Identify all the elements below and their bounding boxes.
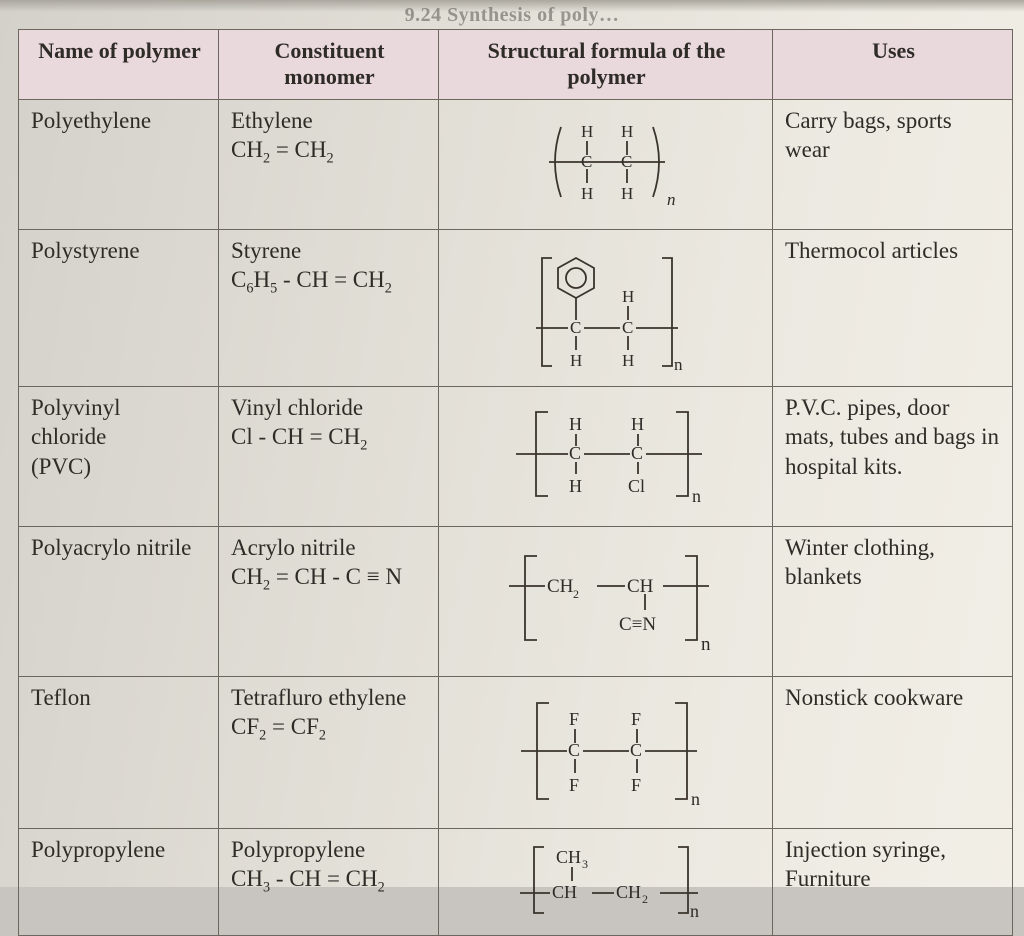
- svg-text:H: H: [581, 122, 593, 141]
- svg-text:C: C: [569, 443, 581, 463]
- col-monomer: Constituent monomer: [219, 30, 439, 100]
- svg-text:C: C: [631, 443, 643, 463]
- monomer-cell: Vinyl chloride Cl - CH = CH2: [219, 386, 439, 526]
- svg-text:H: H: [622, 351, 634, 370]
- svg-text:3: 3: [582, 857, 588, 871]
- struct-pan: CH2 CH C≡N n: [487, 534, 727, 664]
- polymer-name: Teflon: [19, 676, 219, 828]
- monomer-formula: C6H5 - CH = CH2: [231, 265, 428, 294]
- monomer-name: Vinyl chloride: [231, 393, 428, 422]
- monomer-name: Polypropylene: [231, 835, 428, 864]
- monomer-cell: Styrene C6H5 - CH = CH2: [219, 229, 439, 386]
- structure-cell: CH3 CH CH2 n: [439, 828, 773, 935]
- svg-text:H: H: [621, 184, 633, 203]
- svg-text:H: H: [569, 476, 582, 496]
- polymer-table: Name of polymer Constituent monomer Stru…: [18, 29, 1013, 936]
- svg-text:H: H: [581, 184, 593, 203]
- monomer-cell: Polypropylene CH3 - CH = CH2: [219, 828, 439, 935]
- svg-text:F: F: [569, 775, 579, 795]
- col-uses: Uses: [773, 30, 1013, 100]
- svg-text:Cl: Cl: [628, 476, 645, 496]
- svg-text:C: C: [621, 152, 632, 171]
- svg-text:H: H: [622, 287, 634, 306]
- table-row: Teflon Tetrafluro ethylene CF2 = CF2: [19, 676, 1013, 828]
- svg-text:CH: CH: [547, 576, 574, 597]
- svg-text:H: H: [569, 414, 582, 434]
- monomer-cell: Tetrafluro ethylene CF2 = CF2: [219, 676, 439, 828]
- uses-cell: Nonstick cookware: [773, 676, 1013, 828]
- structure-cell: C C H H H H n: [439, 99, 773, 229]
- svg-text:C: C: [568, 740, 580, 760]
- table-row: Polystyrene Styrene C6H5 - CH = CH2: [19, 229, 1013, 386]
- monomer-formula: CF2 = CF2: [231, 712, 428, 741]
- svg-text:CH: CH: [616, 882, 641, 902]
- svg-text:CH: CH: [627, 576, 654, 597]
- svg-text:n: n: [690, 901, 699, 921]
- struct-polyethylene: C C H H H H n: [517, 107, 697, 217]
- svg-text:C: C: [581, 152, 592, 171]
- svg-text:H: H: [570, 351, 582, 370]
- structure-cell: C C F F F F n: [439, 676, 773, 828]
- monomer-name: Ethylene: [231, 106, 428, 135]
- monomer-cell: Acrylo nitrile CH2 = CH - C ≡ N: [219, 526, 439, 676]
- struct-pvc: C C H H H Cl n: [492, 394, 722, 514]
- monomer-name: Styrene: [231, 236, 428, 265]
- struct-pp: CH3 CH CH2 n: [502, 835, 712, 925]
- struct-teflon: C C F F F F n: [497, 683, 717, 818]
- svg-text:CH: CH: [552, 882, 577, 902]
- svg-text:CH: CH: [556, 847, 581, 867]
- svg-text:2: 2: [573, 587, 579, 601]
- monomer-formula: CH3 - CH = CH2: [231, 864, 428, 893]
- table-row: Polypropylene Polypropylene CH3 - CH = C…: [19, 828, 1013, 935]
- monomer-formula: CH2 = CH2: [231, 135, 428, 164]
- polymer-name: Polyvinylchloride(PVC): [19, 386, 219, 526]
- svg-text:F: F: [631, 775, 641, 795]
- svg-text:n: n: [667, 190, 676, 209]
- monomer-formula: Cl - CH = CH2: [231, 422, 428, 451]
- structure-cell: CH2 CH C≡N n: [439, 526, 773, 676]
- svg-text:n: n: [691, 789, 700, 809]
- svg-text:H: H: [621, 122, 633, 141]
- polymer-name: Polypropylene: [19, 828, 219, 935]
- svg-text:2: 2: [642, 892, 648, 906]
- svg-text:n: n: [701, 634, 711, 655]
- section-title: 9.24 Synthesis of poly…: [0, 4, 1024, 27]
- uses-cell: Thermocol articles: [773, 229, 1013, 386]
- table-row: Polyacrylo nitrile Acrylo nitrile CH2 = …: [19, 526, 1013, 676]
- uses-cell: Injection syringe, Furniture: [773, 828, 1013, 935]
- svg-text:C≡N: C≡N: [619, 614, 656, 635]
- monomer-cell: Ethylene CH2 = CH2: [219, 99, 439, 229]
- svg-text:C: C: [630, 740, 642, 760]
- uses-cell: P.V.C. pipes, door mats, tubes and bags …: [773, 386, 1013, 526]
- structure-cell: C C H H H Cl n: [439, 386, 773, 526]
- uses-cell: Carry bags, sports wear: [773, 99, 1013, 229]
- structure-cell: C C H H H n: [439, 229, 773, 386]
- col-name: Name of polymer: [19, 30, 219, 100]
- monomer-name: Tetrafluro ethylene: [231, 683, 428, 712]
- polymer-name: Polystyrene: [19, 229, 219, 386]
- textbook-page: 9.24 Synthesis of poly… Name of polymer …: [0, 0, 1024, 887]
- svg-text:C: C: [570, 318, 581, 337]
- polymer-name: Polyacrylo nitrile: [19, 526, 219, 676]
- svg-text:n: n: [692, 486, 701, 506]
- table-row: Polyvinylchloride(PVC) Vinyl chloride Cl…: [19, 386, 1013, 526]
- table-header-row: Name of polymer Constituent monomer Stru…: [19, 30, 1013, 100]
- svg-text:n: n: [674, 355, 683, 374]
- monomer-formula: CH2 = CH - C ≡ N: [231, 562, 428, 591]
- svg-text:F: F: [631, 709, 641, 729]
- col-struct: Structural formula of the polymer: [439, 30, 773, 100]
- monomer-name: Acrylo nitrile: [231, 533, 428, 562]
- struct-polystyrene: C C H H H n: [512, 236, 702, 376]
- svg-text:H: H: [631, 414, 644, 434]
- svg-text:F: F: [569, 709, 579, 729]
- table-row: Polyethylene Ethylene CH2 = CH2: [19, 99, 1013, 229]
- svg-text:C: C: [622, 318, 633, 337]
- polymer-name: Polyethylene: [19, 99, 219, 229]
- uses-cell: Winter clothing, blankets: [773, 526, 1013, 676]
